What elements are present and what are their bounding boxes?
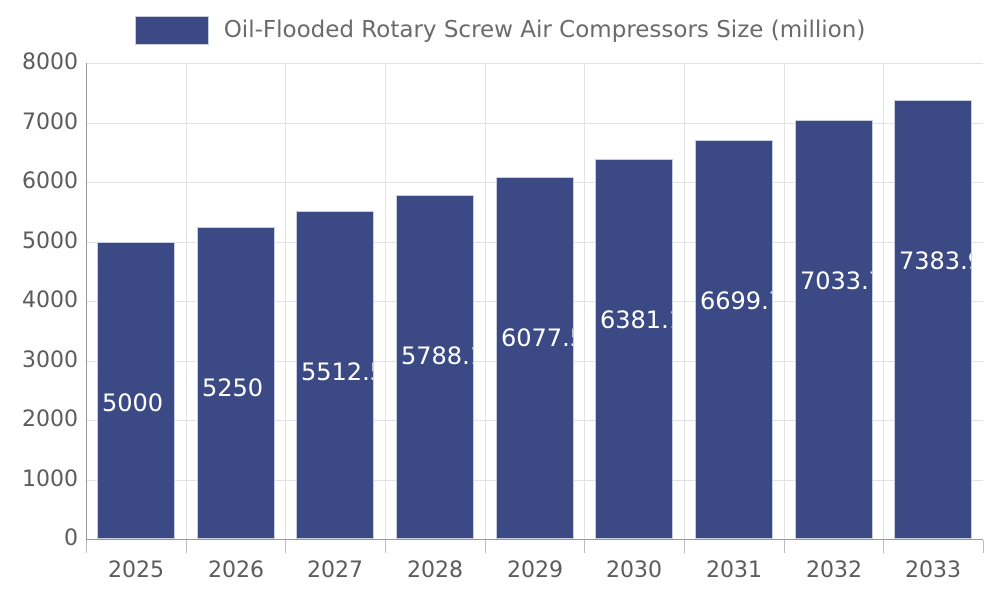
chart-legend: Oil-Flooded Rotary Screw Air Compressors… xyxy=(0,10,1000,50)
x-axis-tick-mark xyxy=(485,540,486,553)
x-axis-tick-mark xyxy=(285,540,286,553)
y-axis-tick-label: 1000 xyxy=(22,466,78,492)
x-axis-tick-label: 2027 xyxy=(307,558,363,583)
y-axis-tick-label: 6000 xyxy=(22,169,78,194)
y-axis-tick-label: 7000 xyxy=(22,109,78,135)
gridline-vertical xyxy=(485,63,486,539)
bar-value-label: 7383.9 xyxy=(899,246,971,275)
bar-value-label: 5512.5 xyxy=(301,358,373,386)
x-axis-tick-mark xyxy=(883,540,884,553)
x-axis-tick-label: 2029 xyxy=(507,558,563,583)
gridline-vertical xyxy=(784,63,785,539)
bar[interactable]: 5250 xyxy=(197,226,275,539)
bar[interactable]: 7383.9 xyxy=(894,99,972,539)
y-axis-tick-label: 5000 xyxy=(22,228,78,254)
x-axis-tick-mark xyxy=(784,540,785,553)
y-axis-tick-label: 0 xyxy=(64,526,78,551)
y-axis-tick-label: 8000 xyxy=(22,50,78,75)
x-axis-tick-label: 2031 xyxy=(706,558,762,583)
bar[interactable]: 6699.73 xyxy=(695,140,773,539)
x-axis-tick-mark xyxy=(86,540,87,553)
bar-value-label: 6699.73 xyxy=(700,287,772,316)
y-axis-tick-label: 2000 xyxy=(22,407,78,432)
gridline-vertical xyxy=(584,63,585,539)
x-axis-tick-mark xyxy=(684,540,685,553)
gridline-horizontal xyxy=(86,122,983,124)
bar-value-label: 5000 xyxy=(102,388,164,417)
x-axis-labels: 2025 2026 2027 2028 2029 2030 2031 2032 2033 xyxy=(86,540,984,600)
bar-value-label: 6381.17 xyxy=(600,306,672,335)
bar-value-label: 6077.54 xyxy=(501,324,573,353)
gridline-vertical xyxy=(684,63,685,539)
bar[interactable]: 7033.72 xyxy=(795,120,873,539)
bar[interactable]: 5000 xyxy=(97,241,175,539)
x-axis-tick-label: 2033 xyxy=(905,558,961,583)
plot-area: 5000 5250 5512.5 5788.13 6077.54 6381.17 6699.… xyxy=(86,63,983,540)
y-axis-tick-label: 4000 xyxy=(22,288,78,313)
x-axis-tick-mark xyxy=(584,540,585,553)
x-axis-tick-label: 2028 xyxy=(407,558,463,583)
gridline-vertical xyxy=(385,63,386,539)
gridline-vertical xyxy=(285,63,286,539)
y-axis-tick-label: 3000 xyxy=(22,347,78,373)
bar-value-label: 7033.72 xyxy=(800,267,872,296)
gridline-vertical xyxy=(883,63,884,539)
x-axis-tick-mark xyxy=(385,540,386,553)
x-axis-tick-label: 2030 xyxy=(606,558,662,583)
x-axis-tick-mark xyxy=(186,540,187,553)
x-axis-tick-label: 2032 xyxy=(806,558,862,583)
x-axis-tick-label: 2025 xyxy=(108,558,164,583)
gridline-horizontal xyxy=(86,63,983,64)
bar[interactable]: 6077.54 xyxy=(496,177,574,539)
x-axis-tick-mark xyxy=(983,540,984,553)
bar[interactable]: 6381.17 xyxy=(595,159,673,539)
bar[interactable]: 5512.5 xyxy=(296,211,374,539)
bar-value-label: 5788.13 xyxy=(401,341,473,370)
bar-value-label: 5250 xyxy=(202,373,264,402)
gridline-horizontal xyxy=(86,539,983,540)
y-axis-line xyxy=(86,63,87,540)
legend-color-swatch xyxy=(134,15,209,45)
bar[interactable]: 5788.13 xyxy=(396,194,474,539)
gridline-vertical xyxy=(186,63,187,539)
y-axis-labels: 0 1000 2000 3000 4000 5000 6000 7000 8000 xyxy=(0,52,78,550)
legend-label: Oil-Flooded Rotary Screw Air Compressors… xyxy=(223,16,866,43)
x-axis-tick-label: 2026 xyxy=(208,558,264,583)
